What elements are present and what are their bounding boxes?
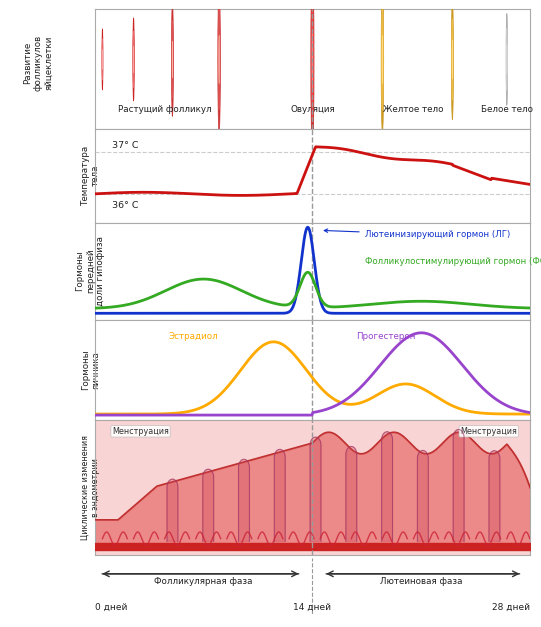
Ellipse shape bbox=[452, 19, 453, 100]
Y-axis label: Циклические изменения
в эндометрии: Циклические изменения в эндометрии bbox=[81, 435, 100, 540]
Y-axis label: Гормоны
передней
доли гипофиза: Гормоны передней доли гипофиза bbox=[76, 236, 105, 306]
Ellipse shape bbox=[172, 21, 173, 98]
Text: Лютеиновая фаза: Лютеиновая фаза bbox=[380, 577, 463, 586]
Ellipse shape bbox=[133, 31, 134, 88]
Text: Овуляция: Овуляция bbox=[290, 105, 335, 114]
Text: Фолликулостимулирующий гормон (ФСГ): Фолликулостимулирующий гормон (ФСГ) bbox=[365, 256, 541, 266]
Ellipse shape bbox=[311, 0, 314, 152]
Ellipse shape bbox=[133, 18, 134, 101]
Ellipse shape bbox=[102, 29, 103, 90]
Ellipse shape bbox=[219, 35, 220, 83]
Ellipse shape bbox=[218, 9, 220, 110]
Text: Растущий фолликул: Растущий фолликул bbox=[118, 105, 212, 114]
Text: Желтое тело: Желтое тело bbox=[383, 105, 444, 114]
Polygon shape bbox=[418, 450, 428, 541]
Polygon shape bbox=[381, 432, 393, 541]
Text: Фолликулярная фаза: Фолликулярная фаза bbox=[154, 577, 253, 586]
Ellipse shape bbox=[452, 40, 453, 79]
Text: 28 дней: 28 дней bbox=[492, 603, 530, 612]
Text: 37° C: 37° C bbox=[112, 141, 138, 150]
Ellipse shape bbox=[451, 0, 453, 120]
Ellipse shape bbox=[102, 39, 103, 80]
Y-axis label: Гормоны
яичника: Гормоны яичника bbox=[81, 350, 100, 390]
Y-axis label: Температура
тела: Температура тела bbox=[81, 145, 100, 206]
Text: Эстрадиол: Эстрадиол bbox=[169, 332, 219, 341]
Ellipse shape bbox=[312, 0, 313, 122]
Polygon shape bbox=[310, 437, 321, 541]
Polygon shape bbox=[167, 479, 178, 541]
Ellipse shape bbox=[218, 0, 220, 134]
Polygon shape bbox=[453, 429, 464, 541]
Text: Менструация: Менструация bbox=[460, 427, 517, 436]
Ellipse shape bbox=[382, 35, 383, 83]
Polygon shape bbox=[203, 469, 214, 541]
Polygon shape bbox=[346, 446, 357, 541]
Polygon shape bbox=[489, 451, 500, 541]
Text: Развитие
фолликулов
яйцеклетки: Развитие фолликулов яйцеклетки bbox=[23, 35, 53, 91]
Ellipse shape bbox=[171, 3, 174, 117]
Text: 0 дней: 0 дней bbox=[95, 603, 127, 612]
Text: 14 дней: 14 дней bbox=[293, 603, 332, 612]
Text: 36° C: 36° C bbox=[112, 201, 138, 210]
Polygon shape bbox=[239, 460, 249, 541]
Text: Менструация: Менструация bbox=[112, 427, 169, 436]
Text: Лютеинизирующий гормон (ЛГ): Лютеинизирующий гормон (ЛГ) bbox=[324, 229, 510, 240]
Text: Белое тело: Белое тело bbox=[481, 105, 533, 114]
Text: Прогестерон: Прогестерон bbox=[356, 332, 415, 341]
Ellipse shape bbox=[381, 0, 384, 134]
Ellipse shape bbox=[381, 9, 383, 110]
Ellipse shape bbox=[506, 28, 507, 90]
Ellipse shape bbox=[312, 29, 313, 90]
Ellipse shape bbox=[172, 41, 173, 78]
Ellipse shape bbox=[506, 13, 507, 105]
Polygon shape bbox=[274, 450, 285, 541]
